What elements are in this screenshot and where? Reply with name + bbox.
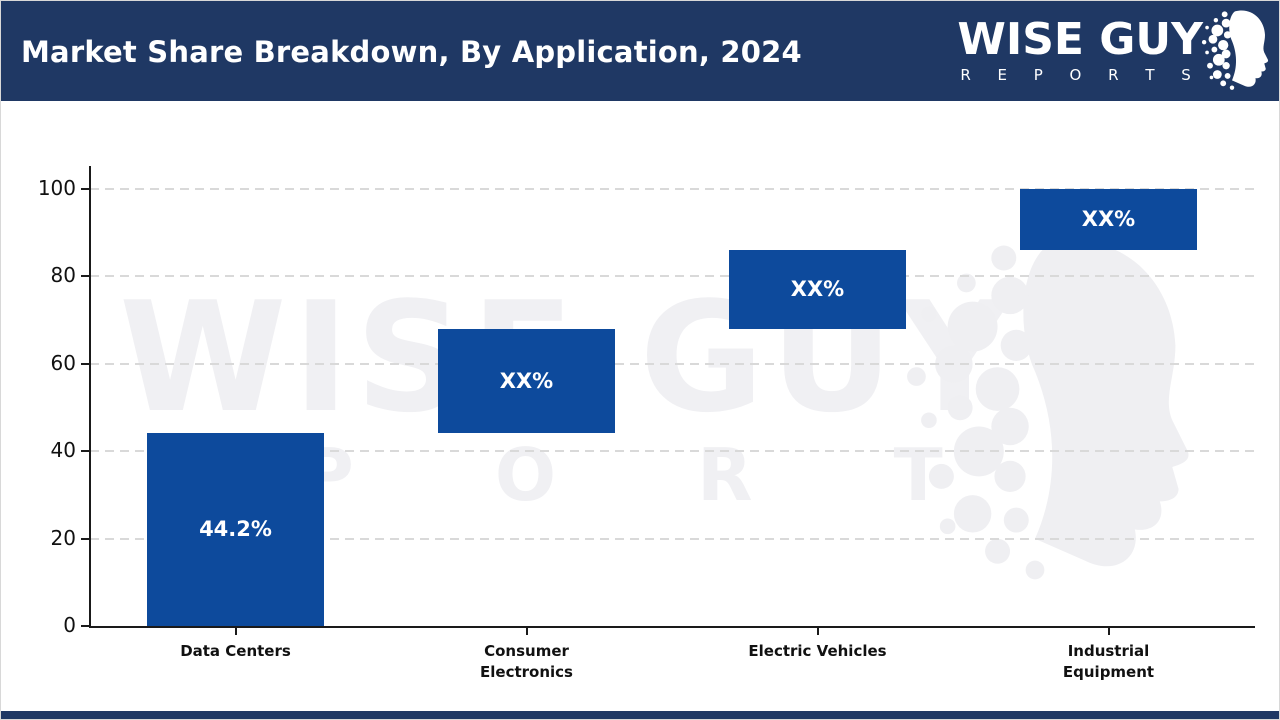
wiseguy-logo: WISE GUY R E P O R T S <box>957 7 1269 95</box>
y-tick-60 <box>81 362 90 365</box>
gridline-100 <box>90 187 1254 190</box>
y-tick-label-20: 20 <box>50 525 76 550</box>
y-tick-label-40: 40 <box>50 438 76 462</box>
bar-electric-vehicles: XX% <box>729 249 906 329</box>
y-tick-label-100: 100 <box>37 175 76 200</box>
x-tick-consumer-electronics <box>525 626 528 635</box>
footer-bar <box>1 711 1279 719</box>
gridline-80 <box>90 275 1254 277</box>
logo-wordmark: WISE GUY R E P O R T S <box>957 14 1203 85</box>
bar-industrial-equipment: XX% <box>1020 188 1197 250</box>
y-tick-80 <box>81 275 90 277</box>
y-tick-40 <box>81 450 90 452</box>
y-tick-100 <box>81 187 90 190</box>
y-tick-label-60: 60 <box>50 350 76 375</box>
x-tick-electric-vehicles <box>816 626 819 635</box>
x-label-electric-vehicles: Electric Vehicles <box>748 642 887 660</box>
page-title: Market Share Breakdown, By Application, … <box>21 35 802 69</box>
y-axis-line <box>89 166 91 628</box>
y-tick-0 <box>81 625 90 627</box>
x-tick-data-centers <box>234 626 237 635</box>
gridline-20 <box>90 537 1254 540</box>
x-label-consumer-electronics: Consumer Electronics <box>480 642 573 681</box>
logo-wordmark-sub: R E P O R T S <box>960 66 1202 84</box>
y-tick-label-80: 80 <box>50 263 76 287</box>
bar-consumer-electronics: XX% <box>438 328 615 433</box>
x-tick-industrial-equipment <box>1107 626 1110 635</box>
x-label-data-centers: Data Centers <box>180 642 291 660</box>
logo-wordmark-main: WISE GUY <box>957 14 1203 65</box>
bar-value-label: XX% <box>1081 207 1136 232</box>
y-tick-label-0: 0 <box>63 613 76 637</box>
bar-value-label: 44.2% <box>199 517 272 542</box>
watermark-face-icon <box>907 241 1189 580</box>
gridline-40 <box>90 450 1254 452</box>
header-bar: Market Share Breakdown, By Application, … <box>1 1 1279 101</box>
x-axis-line <box>89 626 1255 628</box>
bar-value-label: XX% <box>499 368 554 393</box>
bar-value-label: XX% <box>790 277 845 302</box>
x-label-industrial-equipment: Industrial Equipment <box>1062 642 1155 681</box>
wiseguy-face-icon <box>1201 10 1269 90</box>
bar-data-centers: 44.2% <box>147 432 324 626</box>
gridline-60 <box>90 362 1254 365</box>
y-tick-20 <box>81 537 90 540</box>
